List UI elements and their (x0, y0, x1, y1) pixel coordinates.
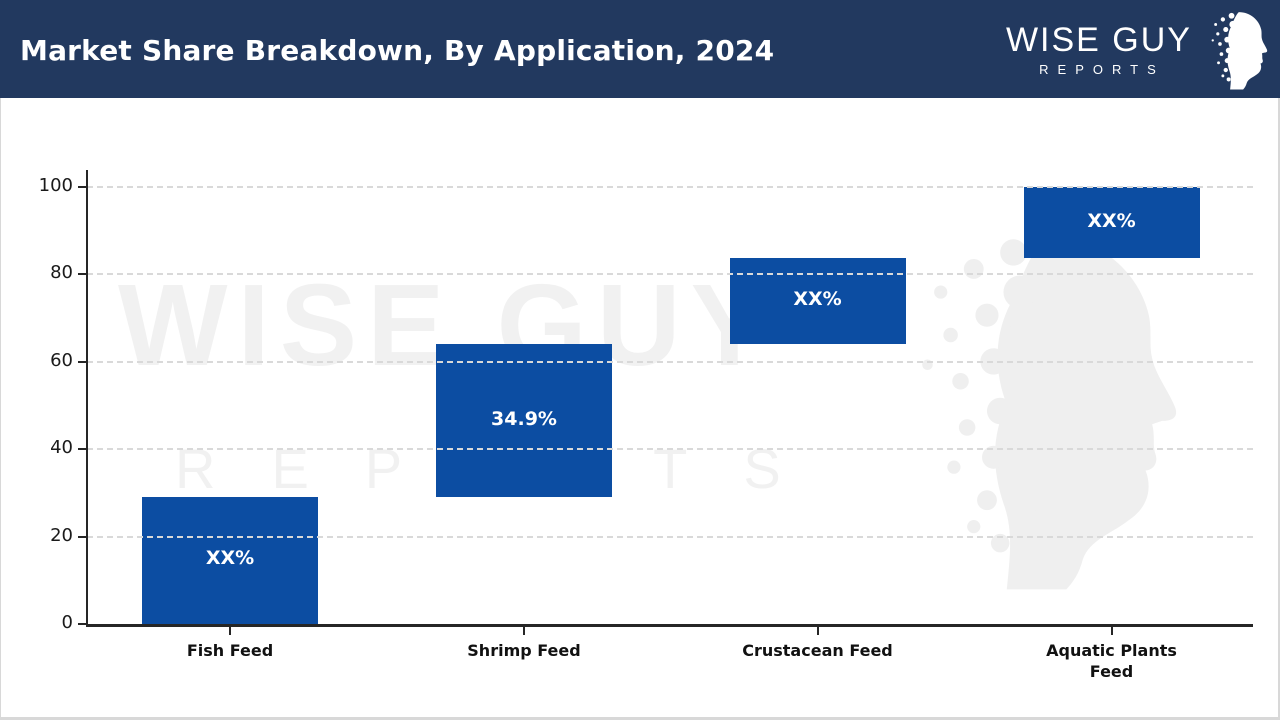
x-axis-line (86, 624, 1253, 627)
x-tick-mark-crustacean-feed (816, 627, 819, 635)
gridline-40 (87, 448, 1253, 451)
y-tick-mark-0 (78, 623, 86, 625)
brand-logo: WISE GUY REPORTS (1006, 7, 1270, 93)
y-axis-line (86, 170, 88, 627)
category-label-fish-feed: Fish Feed (186, 641, 274, 660)
header-bar: Market Share Breakdown, By Application, … (0, 0, 1280, 98)
y-tick-label-0: 0 (61, 612, 73, 633)
y-tick-label-60: 60 (50, 349, 73, 371)
bottom-border (0, 717, 1280, 720)
x-tick-mark-shrimp-feed (523, 627, 525, 635)
bar-label-shrimp-feed: 34.9% (491, 407, 557, 430)
y-tick-mark-100 (78, 186, 86, 188)
y-tick-mark-20 (78, 535, 86, 538)
y-tick-mark-80 (78, 273, 86, 276)
bar-label-fish-feed: XX% (205, 547, 255, 570)
bar-label-crustacean-feed: XX% (793, 288, 842, 311)
bar-shrimp-feed (436, 344, 612, 497)
bar-crustacean-feed (729, 258, 906, 345)
logo-text: WISE GUY REPORTS (1005, 21, 1192, 77)
bar-fish-feed (142, 496, 318, 624)
bar-label-aquatic-plants-feed: XX% (1087, 209, 1136, 232)
category-label-crustacean-feed: Crustacean Feed (742, 641, 893, 660)
category-label-shrimp-feed: Shrimp Feed (467, 641, 581, 660)
y-tick-label-100: 100 (38, 175, 73, 196)
right-border (1278, 98, 1280, 720)
gridline-60 (87, 360, 1253, 363)
category-label-aquatic-plants-feed: Aquatic Plants Feed (1046, 641, 1177, 681)
gridline-20 (87, 535, 1253, 538)
y-tick-label-80: 80 (50, 262, 73, 284)
y-tick-label-20: 20 (50, 524, 73, 546)
chart-title: Market Share Breakdown, By Application, … (20, 34, 775, 67)
x-tick-mark-fish-feed (229, 627, 231, 635)
x-tick-mark-aquatic-plants-feed (1110, 627, 1113, 635)
left-border (0, 98, 1, 720)
y-tick-mark-40 (78, 448, 86, 451)
y-tick-mark-60 (78, 360, 86, 363)
gridline-100 (87, 186, 1253, 188)
logo-wordmark: WISE GUY (1005, 21, 1192, 60)
logo-subtitle: REPORTS (1039, 61, 1165, 77)
gridline-80 (87, 273, 1253, 276)
y-tick-label-40: 40 (50, 437, 73, 459)
